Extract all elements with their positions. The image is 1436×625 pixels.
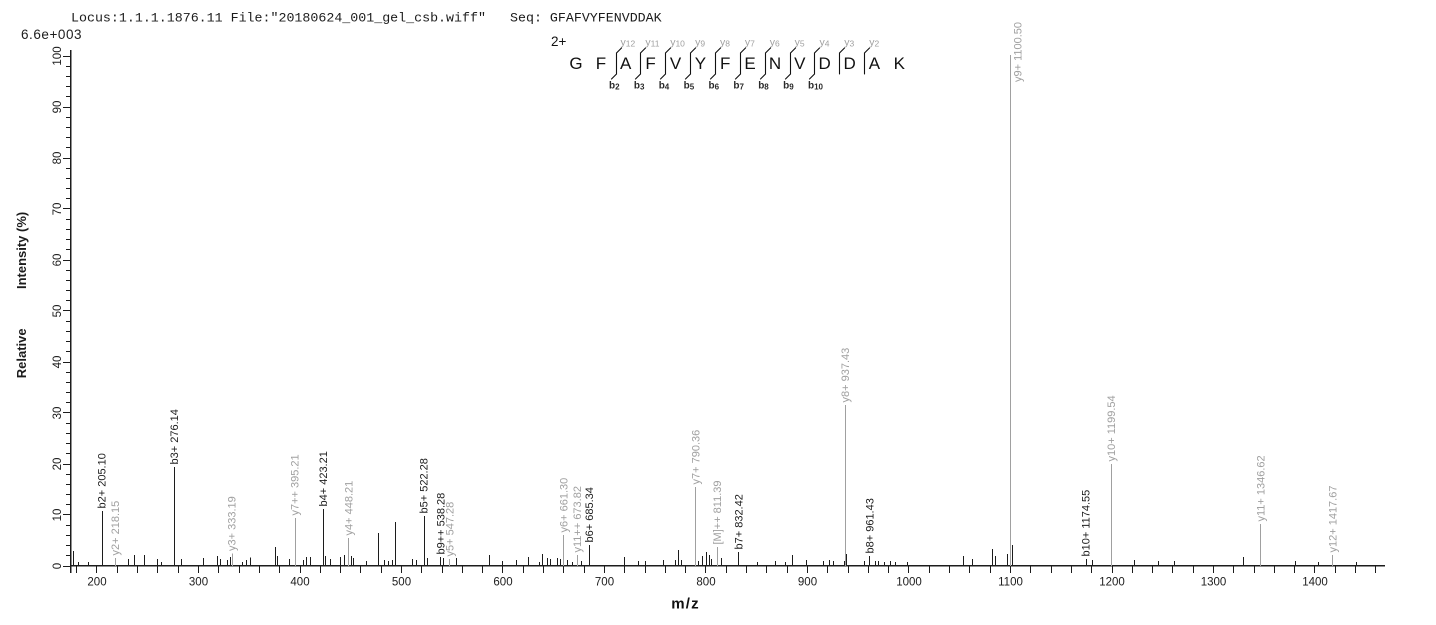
svg-text:y11: y11: [645, 37, 659, 49]
svg-text:b2+ 205.10: b2+ 205.10: [97, 453, 109, 508]
svg-text:b2: b2: [609, 81, 620, 92]
svg-text:b10+ 1174.55: b10+ 1174.55: [1081, 490, 1093, 557]
svg-text:Y: Y: [695, 54, 706, 73]
svg-text:800: 800: [696, 577, 715, 589]
svg-text:700: 700: [595, 577, 614, 589]
svg-text:y12+ 1417.67: y12+ 1417.67: [1327, 486, 1339, 553]
svg-text:b10: b10: [808, 81, 824, 92]
svg-text:b3: b3: [634, 81, 645, 92]
svg-text:200: 200: [87, 577, 106, 589]
svg-text:m/z: m/z: [671, 596, 700, 613]
svg-text:F: F: [645, 54, 655, 73]
svg-text:6.6e+003: 6.6e+003: [21, 27, 82, 42]
svg-text:20: 20: [52, 458, 64, 471]
svg-text:900: 900: [798, 577, 817, 589]
svg-text:y11+ 1346.62: y11+ 1346.62: [1255, 455, 1267, 521]
svg-text:100: 100: [52, 46, 64, 65]
svg-text:N: N: [769, 54, 781, 73]
svg-text:y6+ 661.30: y6+ 661.30: [558, 478, 570, 533]
svg-text:60: 60: [52, 254, 64, 267]
svg-text:y7: y7: [745, 37, 755, 49]
svg-text:b7: b7: [733, 81, 744, 92]
svg-text:Relative: Relative: [14, 328, 29, 378]
svg-text:Intensity (%): Intensity (%): [14, 212, 29, 289]
svg-text:30: 30: [52, 407, 64, 420]
svg-text:V: V: [794, 54, 806, 73]
svg-text:400: 400: [290, 577, 309, 589]
svg-text:1100: 1100: [998, 577, 1023, 589]
svg-text:y3: y3: [844, 37, 854, 49]
svg-text:E: E: [744, 54, 755, 73]
svg-text:90: 90: [52, 101, 64, 114]
svg-text:b9++ 538.28: b9++ 538.28: [435, 493, 447, 555]
svg-text:y2: y2: [869, 37, 879, 49]
svg-text:y4+ 448.21: y4+ 448.21: [343, 481, 355, 536]
svg-text:b6: b6: [709, 81, 720, 92]
svg-text:Locus:1.1.1.1876.11 File:"2018: Locus:1.1.1.1876.11 File:"20180624_001_g…: [71, 11, 486, 26]
svg-text:y9: y9: [695, 37, 705, 49]
svg-text:b5+ 522.28: b5+ 522.28: [419, 458, 431, 513]
svg-text:b7+ 832.42: b7+ 832.42: [733, 494, 745, 549]
svg-text:1400: 1400: [1302, 577, 1328, 589]
svg-text:y11++ 673.82: y11++ 673.82: [572, 486, 584, 552]
svg-text:2+: 2+: [551, 34, 567, 49]
svg-text:b5: b5: [684, 81, 695, 92]
svg-text:V: V: [670, 54, 682, 73]
svg-text:[M]++ 811.39: [M]++ 811.39: [712, 480, 724, 544]
svg-text:70: 70: [52, 203, 64, 216]
svg-text:Seq: GFAFVYFENVDDAK: Seq: GFAFVYFENVDDAK: [510, 11, 662, 26]
svg-text:b3+ 276.14: b3+ 276.14: [169, 409, 181, 464]
svg-text:0: 0: [52, 563, 64, 569]
svg-text:y4: y4: [820, 37, 830, 49]
svg-text:A: A: [869, 54, 881, 73]
svg-text:1200: 1200: [1099, 577, 1125, 589]
svg-text:1300: 1300: [1201, 577, 1227, 589]
svg-text:b4: b4: [659, 81, 670, 92]
svg-text:y6: y6: [770, 37, 780, 49]
svg-text:b9: b9: [783, 81, 794, 92]
svg-text:y10+ 1199.54: y10+ 1199.54: [1106, 395, 1118, 461]
svg-text:b4+ 423.21: b4+ 423.21: [318, 451, 330, 506]
svg-text:1000: 1000: [896, 577, 922, 589]
svg-text:D: D: [819, 54, 831, 73]
svg-text:500: 500: [392, 577, 411, 589]
svg-text:40: 40: [52, 356, 64, 369]
svg-text:b6+ 685.34: b6+ 685.34: [584, 487, 596, 542]
svg-text:b8+ 961.43: b8+ 961.43: [864, 498, 876, 553]
svg-text:y5+ 547.28: y5+ 547.28: [444, 502, 456, 557]
svg-text:F: F: [720, 54, 730, 73]
svg-text:y3+ 333.19: y3+ 333.19: [227, 496, 239, 551]
svg-text:b8: b8: [758, 81, 769, 92]
svg-text:D: D: [843, 54, 855, 73]
svg-text:10: 10: [52, 509, 64, 522]
svg-text:y7+ 790.36: y7+ 790.36: [690, 430, 702, 485]
svg-text:50: 50: [52, 305, 64, 318]
svg-text:y7++ 395.21: y7++ 395.21: [290, 454, 302, 515]
svg-text:80: 80: [52, 152, 64, 165]
svg-text:y12: y12: [621, 37, 636, 49]
svg-text:600: 600: [493, 577, 512, 589]
svg-text:y9+ 1100.50: y9+ 1100.50: [1013, 22, 1025, 82]
svg-text:y5: y5: [795, 37, 805, 49]
svg-text:F: F: [596, 54, 606, 73]
svg-text:A: A: [620, 54, 632, 73]
svg-text:300: 300: [189, 577, 208, 589]
svg-text:K: K: [894, 54, 906, 73]
svg-text:y2+ 218.15: y2+ 218.15: [110, 501, 122, 556]
svg-text:y10: y10: [670, 37, 685, 49]
svg-text:G: G: [569, 54, 582, 73]
svg-text:y8: y8: [720, 37, 730, 49]
svg-text:y8+ 937.43: y8+ 937.43: [840, 348, 852, 403]
